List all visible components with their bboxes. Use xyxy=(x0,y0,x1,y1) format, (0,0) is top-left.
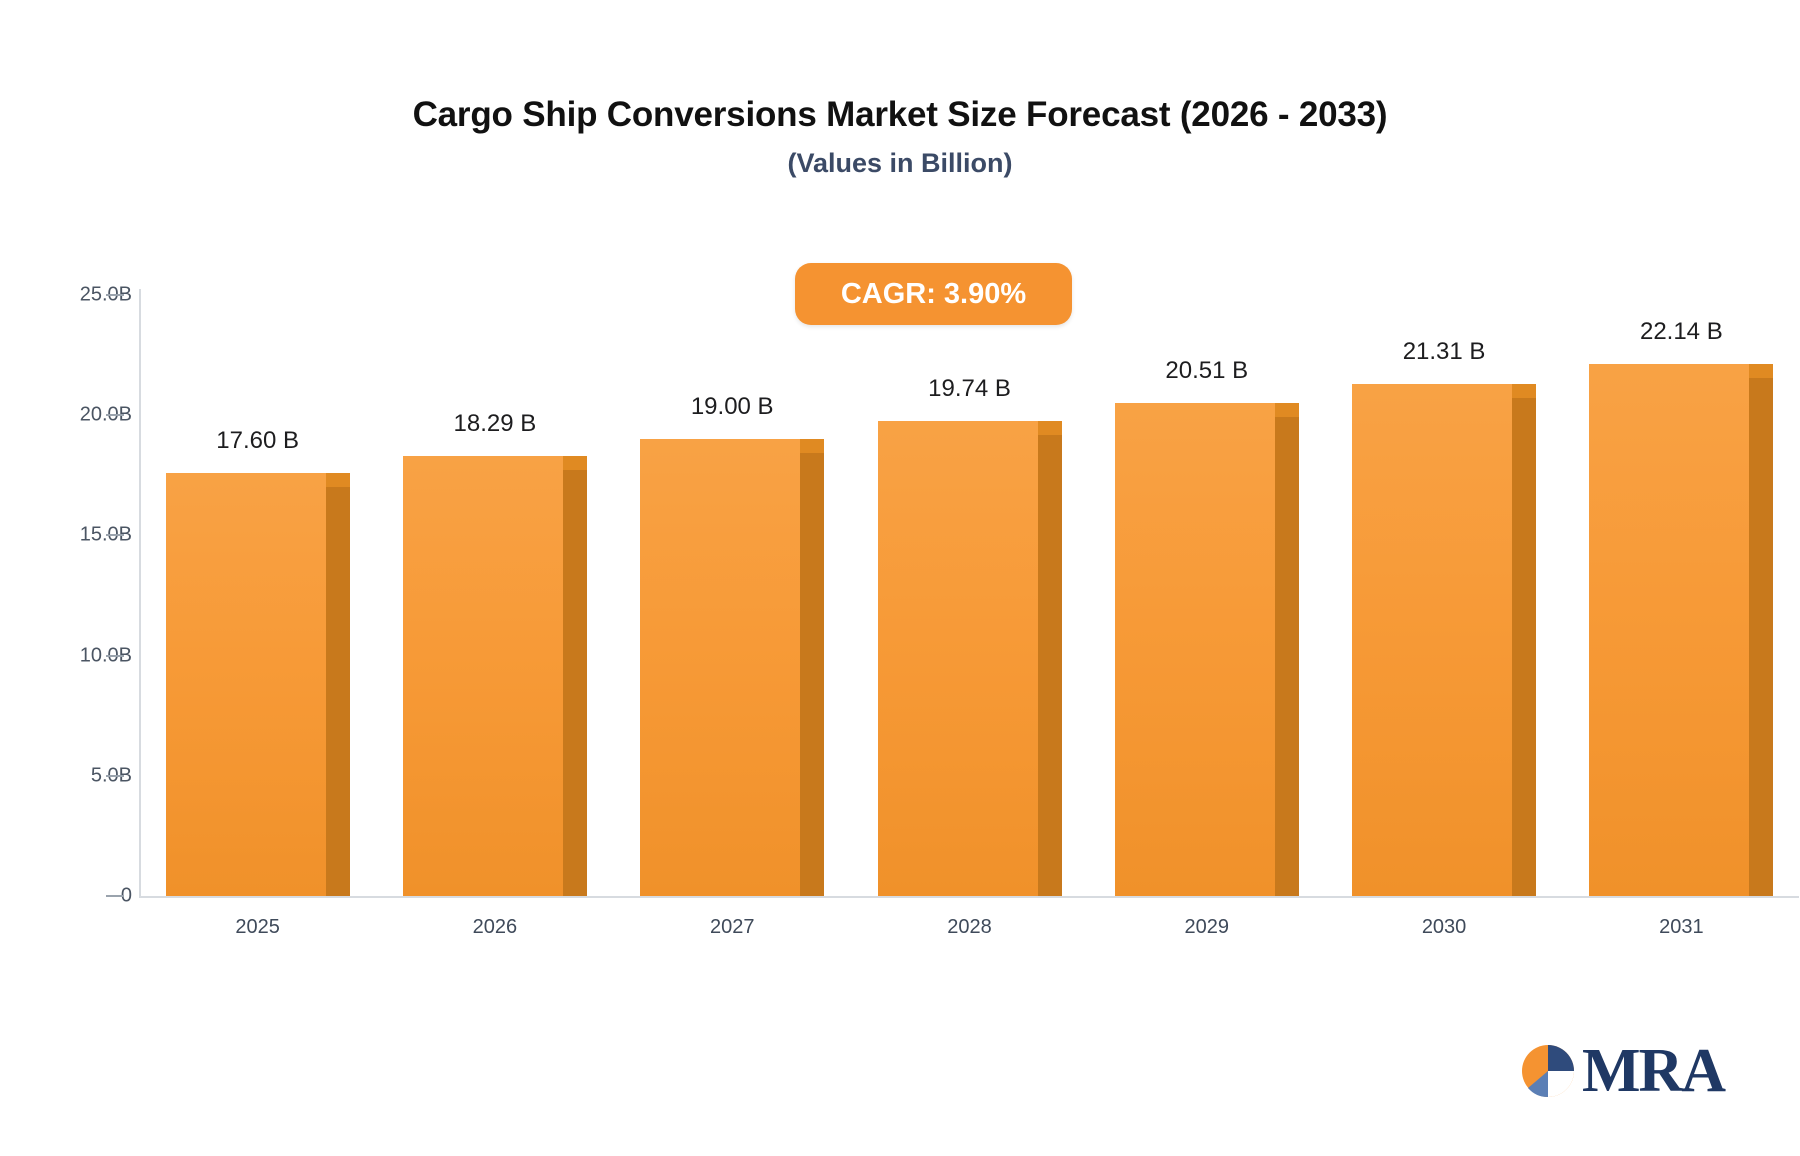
chart-title: Cargo Ship Conversions Market Size Forec… xyxy=(412,95,1388,134)
bar-top-face xyxy=(800,439,825,454)
y-axis-tick-mark xyxy=(106,774,124,777)
bar-side-face xyxy=(1749,377,1774,896)
y-axis-tick-label: 10.0B xyxy=(79,644,132,667)
y-axis-tick-mark xyxy=(106,294,124,296)
cagr-badge-label: CAGR: 3.90% xyxy=(840,277,1027,310)
bar-value-label: 18.29 B xyxy=(453,410,537,438)
bar-side-face xyxy=(800,453,825,896)
bar-side-face xyxy=(1037,435,1062,896)
bar-value-label: 22.14 B xyxy=(1639,317,1723,345)
y-axis-tick-label: 20.0B xyxy=(79,403,132,426)
y-axis-tick-mark xyxy=(106,654,124,657)
bar-side-face xyxy=(325,486,350,896)
x-axis-tick-label: 2027 xyxy=(709,916,755,938)
bar-value-label: 19.74 B xyxy=(928,375,1011,403)
bar-value-label: 19.00 B xyxy=(690,393,774,421)
bar-top-face xyxy=(562,456,587,471)
bar-front-face xyxy=(1589,363,1750,896)
x-axis-tick-label: 2030 xyxy=(1421,916,1467,938)
y-axis-tick-label: 25.0B xyxy=(79,283,132,306)
y-axis-tick-mark xyxy=(106,534,124,537)
bar-top-face xyxy=(1037,421,1062,436)
bar-top-face xyxy=(1749,363,1774,378)
chart-subtitle: (Values in Billion) xyxy=(787,147,1013,178)
bar-side-face xyxy=(562,470,587,896)
bar-front-face xyxy=(1114,402,1275,896)
brand-logo: MRA xyxy=(1520,1037,1726,1105)
bar-top-face xyxy=(325,472,350,487)
bar-series: 17.60 B 18.29 B 19.00 B 19.74 B 20.51 B 21.31… xyxy=(139,0,1800,1156)
y-axis-line xyxy=(139,289,141,897)
y-axis-tick-mark xyxy=(106,414,124,417)
bar-front-face xyxy=(877,421,1038,896)
bar-front-face xyxy=(165,472,326,896)
bar-front-face xyxy=(640,439,801,896)
bar-value-label: 21.31 B xyxy=(1402,337,1486,365)
bar-top-face xyxy=(1512,383,1537,398)
x-axis-tick-label: 2029 xyxy=(1184,916,1230,938)
bar-side-face xyxy=(1512,397,1537,896)
x-axis-tick-label: 2025 xyxy=(235,916,280,938)
bar-front-face xyxy=(1352,383,1513,896)
bar-top-face xyxy=(1274,402,1299,417)
x-axis-tick-label: 2031 xyxy=(1659,916,1704,938)
y-axis-tick-label: 15.0B xyxy=(79,523,132,546)
cagr-badge: CAGR: 3.90% xyxy=(795,263,1072,325)
bar-value-label: 20.51 B xyxy=(1165,356,1249,384)
x-axis-tick-label: 2026 xyxy=(472,916,518,938)
title-block: Cargo Ship Conversions Market Size Forec… xyxy=(0,95,1800,178)
y-axis-tick-label: 0 xyxy=(120,884,132,907)
x-axis-line xyxy=(139,896,1799,898)
bar-value-label: 17.60 B xyxy=(216,426,299,454)
bar-front-face xyxy=(402,456,563,896)
y-axis-tick-mark xyxy=(106,895,124,897)
bar-side-face xyxy=(1274,416,1299,896)
pie-chart-logo-icon xyxy=(1520,1043,1576,1099)
logo-text: MRA xyxy=(1582,1037,1726,1105)
x-axis-tick-label: 2028 xyxy=(947,916,992,938)
